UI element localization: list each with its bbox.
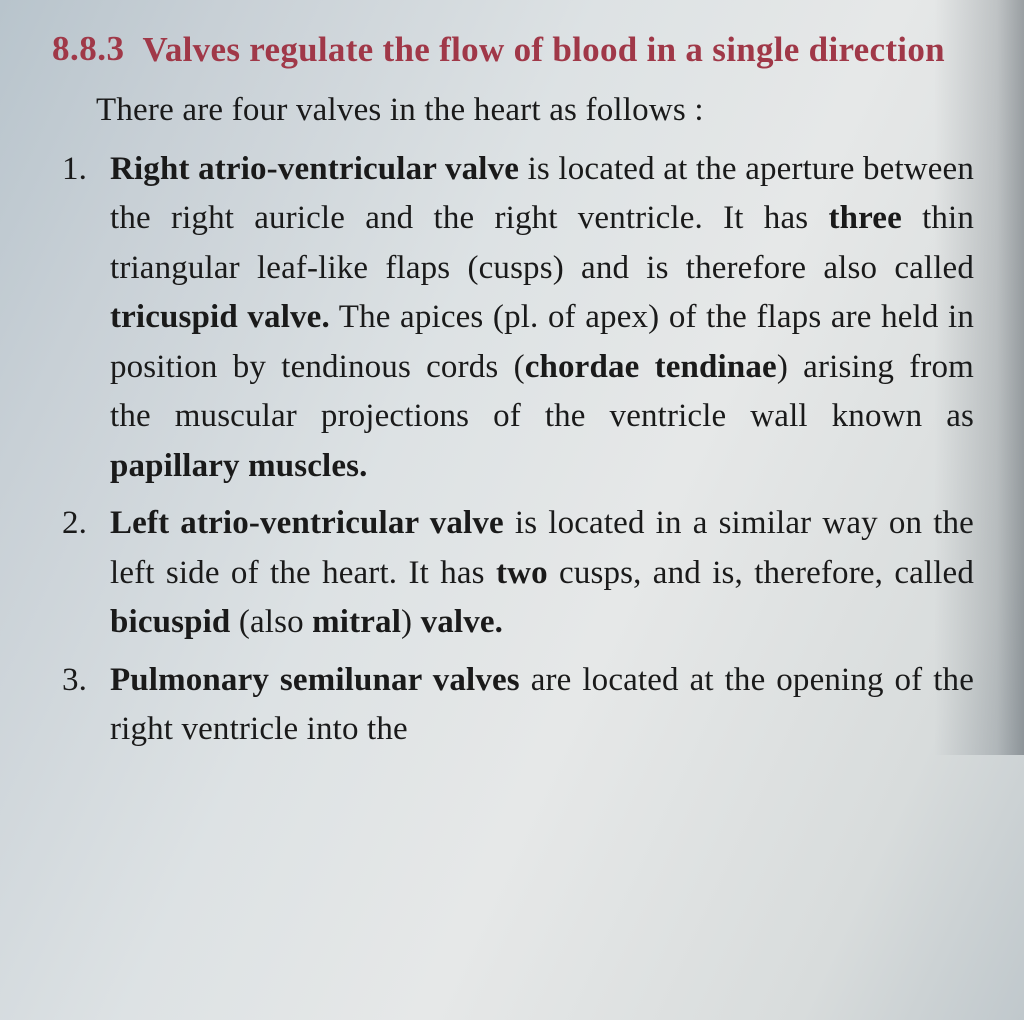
textbook-page: 8.8.3 Valves regulate the flow of blood … bbox=[0, 0, 1024, 755]
term-bold: Left atrio-ventricular valve bbox=[110, 505, 504, 541]
term-bold: three bbox=[828, 200, 901, 236]
term-bold: mitral bbox=[312, 604, 401, 640]
body-text: cusps, and is, therefore, called bbox=[548, 555, 974, 591]
body-text: ) bbox=[401, 604, 421, 640]
list-item: Pulmonary semilunar valves are located a… bbox=[58, 656, 974, 755]
term-bold: chordae tendinae bbox=[525, 349, 777, 385]
body-text: (also bbox=[230, 604, 312, 640]
term-bold: Pulmonary semilunar valves bbox=[110, 662, 520, 698]
term-bold: valve. bbox=[421, 604, 503, 640]
term-bold: papillary muscles. bbox=[110, 448, 368, 484]
section-number: 8.8.3 bbox=[52, 28, 125, 70]
term-bold: Right atrio-ventricular valve bbox=[110, 151, 519, 187]
section-title: Valves regulate the flow of blood in a s… bbox=[143, 28, 945, 73]
term-bold: bicuspid bbox=[110, 604, 230, 640]
term-bold: two bbox=[496, 555, 548, 591]
list-item: Right atrio-ventricular valve is located… bbox=[58, 145, 974, 492]
list-item: Left atrio-ventricular valve is located … bbox=[58, 499, 974, 648]
section-heading: 8.8.3 Valves regulate the flow of blood … bbox=[52, 28, 974, 73]
valve-list: Right atrio-ventricular valve is located… bbox=[52, 145, 974, 755]
intro-line: There are four valves in the heart as fo… bbox=[96, 87, 974, 135]
term-bold: tricuspid valve. bbox=[110, 299, 330, 335]
